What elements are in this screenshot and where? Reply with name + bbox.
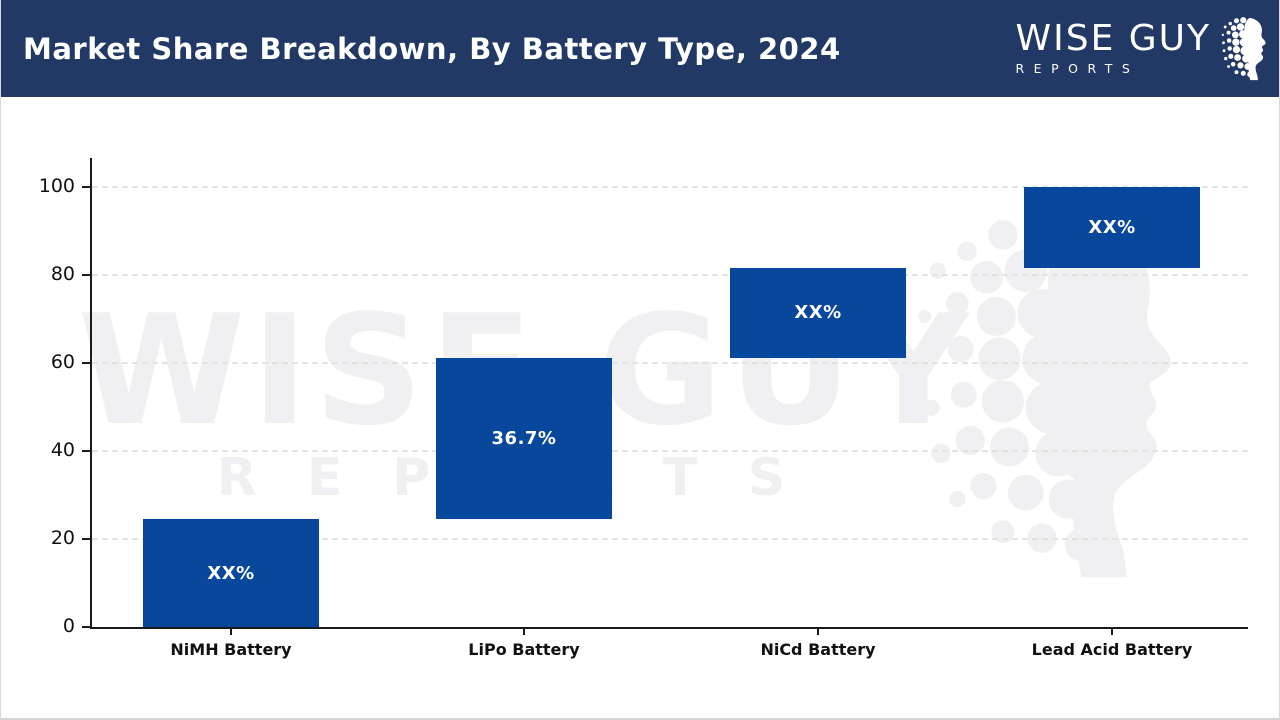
bar-segment: XX% — [730, 267, 906, 358]
bar-value-label: 36.7% — [491, 427, 557, 449]
gridline — [92, 450, 1248, 452]
x-category-label: NiMH Battery — [170, 640, 292, 659]
logo-subtitle: REPORTS — [1015, 61, 1140, 76]
x-category-label: LiPo Battery — [468, 640, 580, 659]
header-bar: Market Share Breakdown, By Battery Type,… — [1, 0, 1280, 97]
logo-wordmark: WISE GUY — [1015, 18, 1211, 59]
y-tick-mark — [82, 186, 90, 188]
y-tick-mark — [82, 274, 90, 276]
y-axis-line — [90, 158, 92, 628]
y-tick-label: 0 — [62, 615, 75, 637]
y-tick-label: 40 — [50, 439, 75, 461]
y-tick-label: 100 — [38, 175, 75, 197]
y-tick-mark — [82, 626, 90, 628]
bar-segment: XX% — [143, 519, 319, 627]
bar-value-label: XX% — [207, 562, 255, 584]
y-tick-mark — [82, 362, 90, 364]
gridline — [92, 362, 1248, 364]
y-tick-mark — [82, 538, 90, 540]
y-tick-label: 60 — [50, 351, 75, 373]
y-tick-label: 20 — [50, 527, 75, 549]
y-tick-mark — [82, 450, 90, 452]
gridline — [92, 274, 1248, 276]
gridline — [92, 186, 1248, 188]
x-category-label: NiCd Battery — [760, 640, 876, 659]
x-tick-mark — [1111, 629, 1113, 635]
x-category-label: Lead Acid Battery — [1031, 640, 1193, 659]
x-axis-line — [90, 627, 1248, 629]
page-title: Market Share Breakdown, By Battery Type,… — [23, 31, 841, 66]
gridline — [92, 538, 1248, 540]
x-tick-mark — [230, 629, 232, 635]
bar-segment: XX% — [1024, 187, 1200, 268]
x-tick-mark — [817, 629, 819, 635]
x-tick-mark — [523, 629, 525, 635]
bar-value-label: XX% — [794, 302, 842, 324]
bar-segment: 36.7% — [436, 357, 612, 520]
y-tick-label: 80 — [50, 263, 75, 285]
bar-value-label: XX% — [1088, 216, 1136, 238]
brand-logo: WISE GUY REPORTS — [1016, 10, 1280, 88]
